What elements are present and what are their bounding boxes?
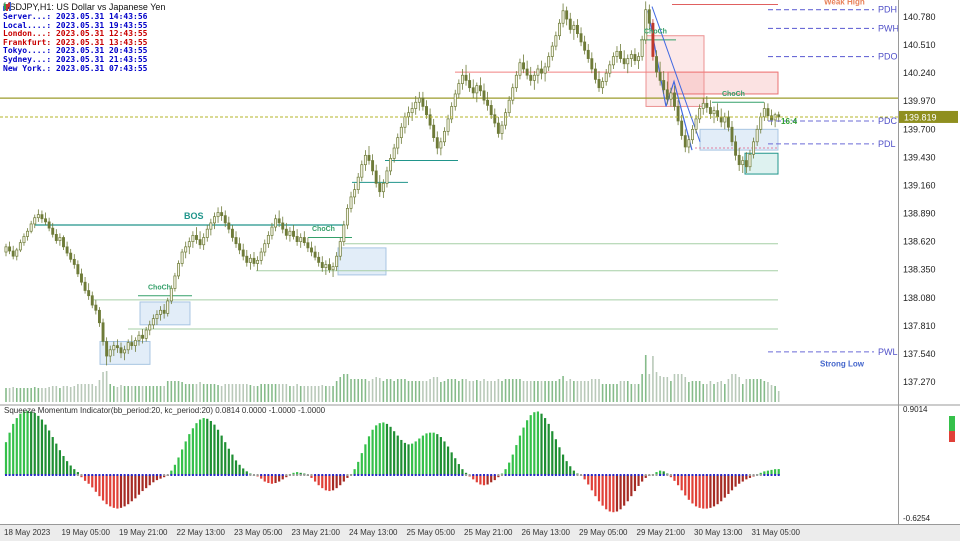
svg-text:PDH: PDH [878,5,897,15]
svg-text:PDL: PDL [878,139,896,149]
svg-text:PWL: PWL [878,347,898,357]
time-axis-label: 23 May 05:00 [234,528,283,537]
momentum-histogram [4,410,780,513]
time-axis-label: 19 May 05:00 [61,528,110,537]
time-axis-label: 23 May 21:00 [291,528,340,537]
key-levels: PDH PWH PDO PDC PDL PWL [768,5,899,357]
svg-text:0.9014: 0.9014 [903,405,928,414]
svg-text:ChoCh: ChoCh [148,284,171,291]
time-axis-label: 22 May 13:00 [176,528,225,537]
chart-canvas[interactable]: BOS ChoCh ChoCh ChoCh ChoCh Weak High Strong L… [0,0,960,524]
svg-text:138.080: 138.080 [903,293,936,303]
clock-row: Local....: 2023.05.31 19:43:55 [3,20,148,30]
svg-text:PDC: PDC [878,116,898,126]
time-axis-label: 24 May 13:00 [349,528,398,537]
svg-text:ChoCh: ChoCh [312,226,335,233]
svg-text:16:4: 16:4 [781,117,798,126]
svg-text:138.620: 138.620 [903,237,936,247]
time-axis-label: 29 May 05:00 [579,528,628,537]
svg-text:140.240: 140.240 [903,68,936,78]
time-axis-label: 25 May 21:00 [464,528,513,537]
svg-text:140.780: 140.780 [903,12,936,22]
svg-text:BOS: BOS [184,211,204,221]
svg-text:ChoCh: ChoCh [644,29,667,36]
svg-text:ChoCh: ChoCh [722,91,745,98]
svg-text:137.270: 137.270 [903,377,936,387]
volume-bars [5,355,780,402]
current-price-badge: 139.819 [899,110,958,123]
time-axis-label: 30 May 13:00 [694,528,743,537]
candlestick-chart-icon [4,2,10,11]
smc-zones [99,35,779,365]
svg-text:139.160: 139.160 [903,180,936,190]
svg-text:139.700: 139.700 [903,124,936,134]
svg-text:138.890: 138.890 [903,209,936,219]
smc-lines [0,4,898,330]
candlesticks [4,1,781,366]
svg-text:Strong Low: Strong Low [820,359,865,368]
clock-row: London...: 2023.05.31 12:43:55 [3,29,148,39]
time-axis-label: 25 May 05:00 [406,528,455,537]
time-axis-label: 18 May 2023 [4,528,51,537]
svg-text:138.350: 138.350 [903,265,936,275]
chart-header: USDJPY,H1: US Dollar vs Japanese Yen [3,2,165,12]
svg-text:140.510: 140.510 [903,40,936,50]
clock-row: Tokyo....: 2023.05.31 20:43:55 [3,46,148,56]
clock-row: Frankfurt: 2023.05.31 13:43:55 [3,37,148,47]
indicator-scale-marker [949,416,955,442]
price-scale[interactable]: 140.780 140.510 140.240 139.970 139.700 139.4… [0,0,960,524]
svg-text:139.970: 139.970 [903,96,936,106]
market-sessions-clock: Server...: 2023.05.31 14:43:56 Local....:… [3,12,148,73]
indicator-title: Squeeze Momentum Indicator(bb_period:20,… [4,406,326,415]
svg-text:137.540: 137.540 [903,349,936,359]
squeeze-dots [5,474,780,476]
indicator-scale[interactable]: 0.9014 -0.6254 [903,405,931,523]
symbol-title: USDJPY,H1: US Dollar vs Japanese Yen [3,2,166,12]
time-axis-label: 31 May 05:00 [751,528,800,537]
time-axis-label: 26 May 13:00 [521,528,570,537]
time-scale[interactable]: 18 May 2023 19 May 05:00 19 May 21:00 22 Ma… [0,524,960,541]
svg-text:137.810: 137.810 [903,321,936,331]
smc-labels: BOS ChoCh ChoCh ChoCh ChoCh Weak High Strong L… [148,0,865,368]
time-axis-label: 19 May 21:00 [119,528,168,537]
svg-text:PDO: PDO [878,52,898,62]
svg-text:139.430: 139.430 [903,152,936,162]
svg-text:-0.6254: -0.6254 [903,514,931,523]
svg-text:Weak High: Weak High [824,0,865,7]
clock-row: Server...: 2023.05.31 14:43:56 [3,12,148,21]
clock-row: New York.: 2023.05.31 07:43:55 [3,63,148,73]
current-price-line: 16:4 [0,116,898,126]
clock-row: Sydney...: 2023.05.31 21:43:55 [3,54,148,64]
time-axis-label: 29 May 21:00 [636,528,685,537]
svg-text:PWH: PWH [878,23,899,33]
svg-text:139.819: 139.819 [904,112,937,122]
